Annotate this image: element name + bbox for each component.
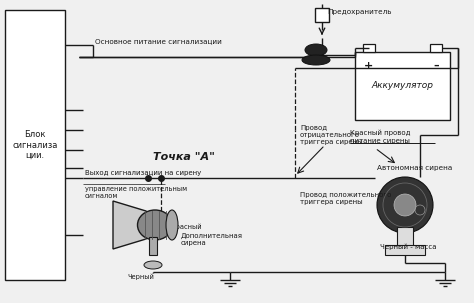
Text: Красный провод
питание сирены: Красный провод питание сирены [350,130,410,144]
Ellipse shape [144,261,162,269]
Text: Основное питание сигнализации: Основное питание сигнализации [95,38,222,44]
Text: Выход сигнализации на сирену: Выход сигнализации на сирену [85,170,201,176]
Bar [363,44,375,52]
Bar [5,10,65,280]
Ellipse shape [302,55,330,65]
Text: Точка "А": Точка "А" [153,152,215,162]
Bar [355,52,450,120]
Bar [430,44,442,52]
Bar [397,227,413,249]
Text: Черный: Черный [128,273,155,279]
Text: –: – [433,61,439,71]
Text: Провод
отрицательного
триггера сирены: Провод отрицательного триггера сирены [300,125,363,145]
Bar [385,245,425,255]
Text: Провод положительного
триггера сирены: Провод положительного триггера сирены [300,192,392,205]
Text: управление положительным
сигналом: управление положительным сигналом [85,186,187,199]
Text: Красный: Красный [171,223,201,229]
Text: +: + [365,61,374,71]
Text: Аккумулятор: Аккумулятор [372,82,434,91]
Circle shape [394,194,416,216]
Text: Дополнительная
сирена: Дополнительная сирена [181,233,243,246]
Ellipse shape [137,210,173,240]
Bar [149,237,157,255]
Polygon shape [113,201,146,249]
Ellipse shape [305,44,327,56]
Circle shape [377,177,433,233]
Ellipse shape [166,210,178,240]
Text: Черный - масса: Черный - масса [380,244,437,251]
Text: Автономная сирена: Автономная сирена [377,165,452,171]
Text: Блок
сигнализа
ции.: Блок сигнализа ции. [12,130,58,160]
Text: Предохранитель: Предохранитель [327,9,392,15]
Bar [315,8,329,22]
